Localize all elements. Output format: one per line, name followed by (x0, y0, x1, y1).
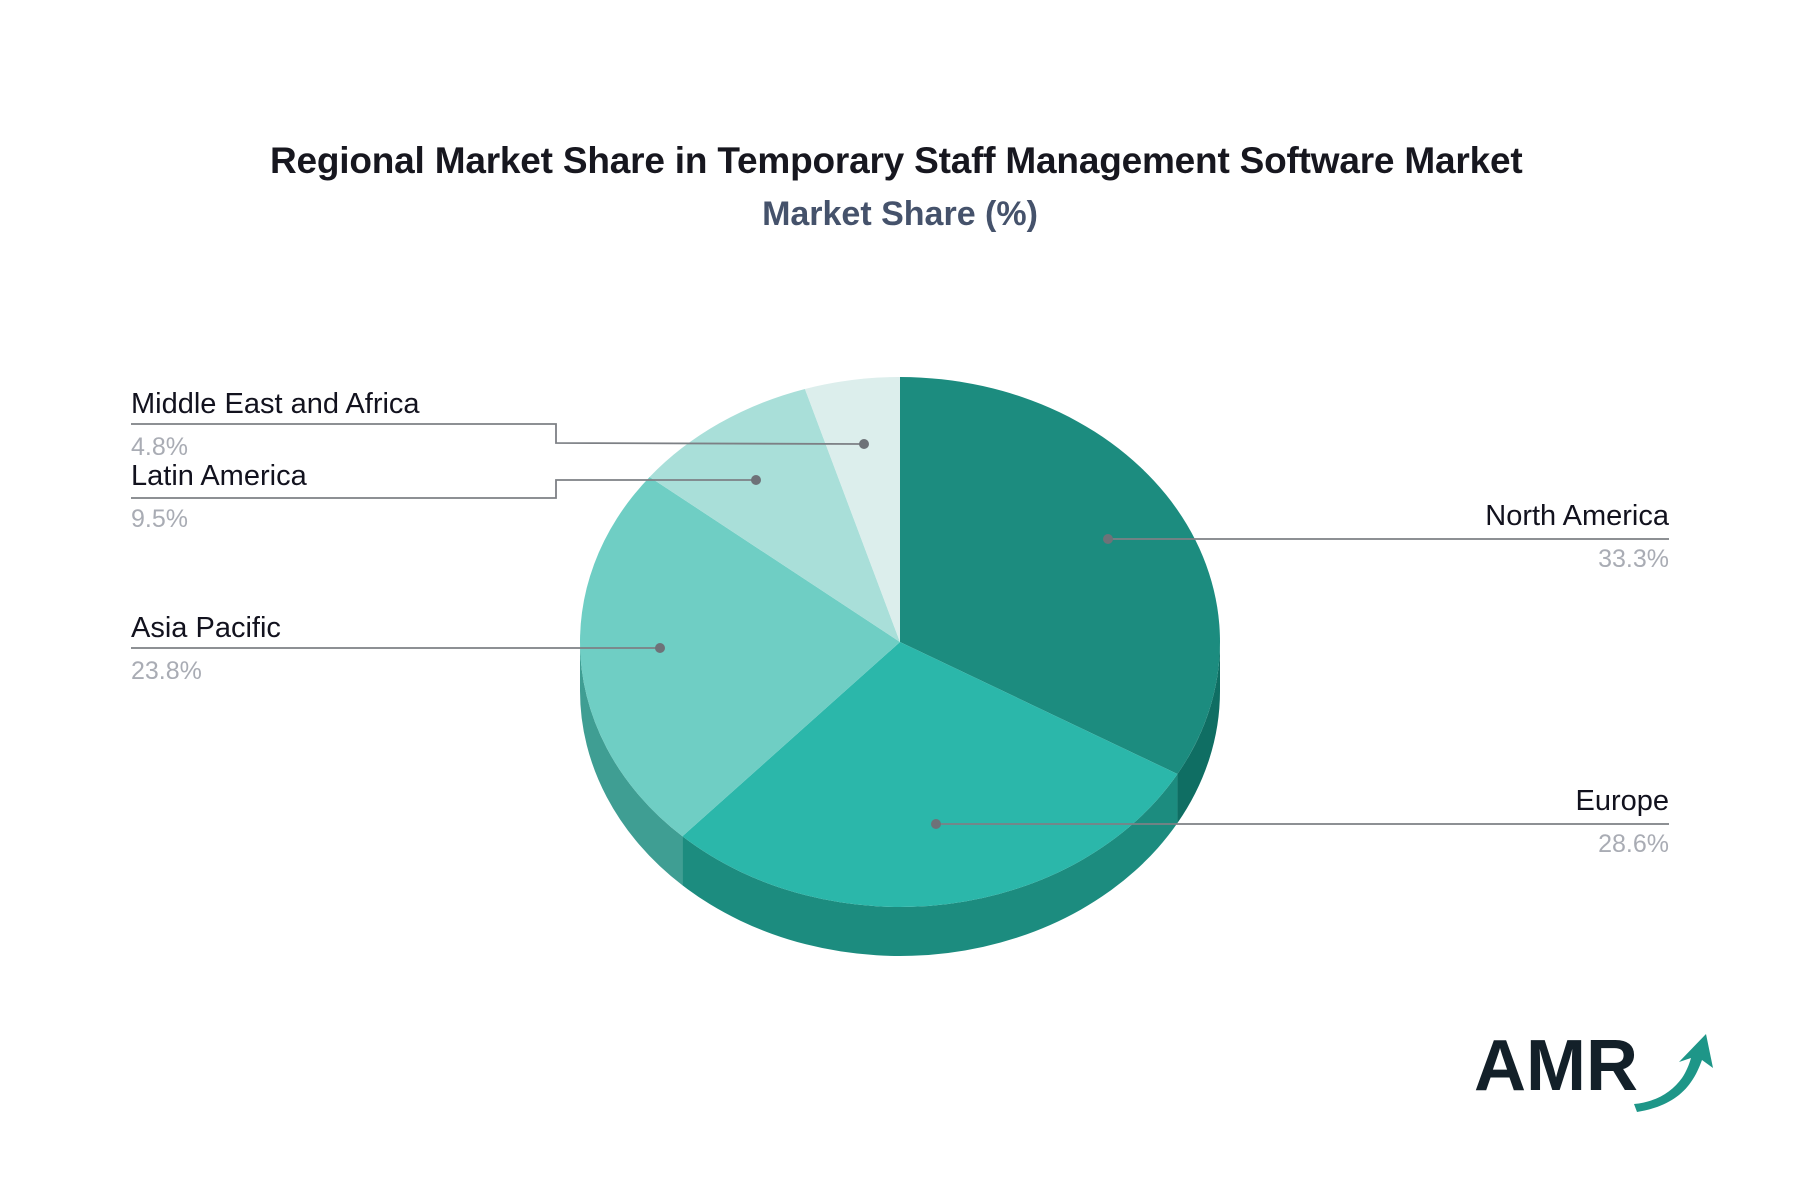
svg-text:AMR: AMR (1474, 1026, 1638, 1106)
